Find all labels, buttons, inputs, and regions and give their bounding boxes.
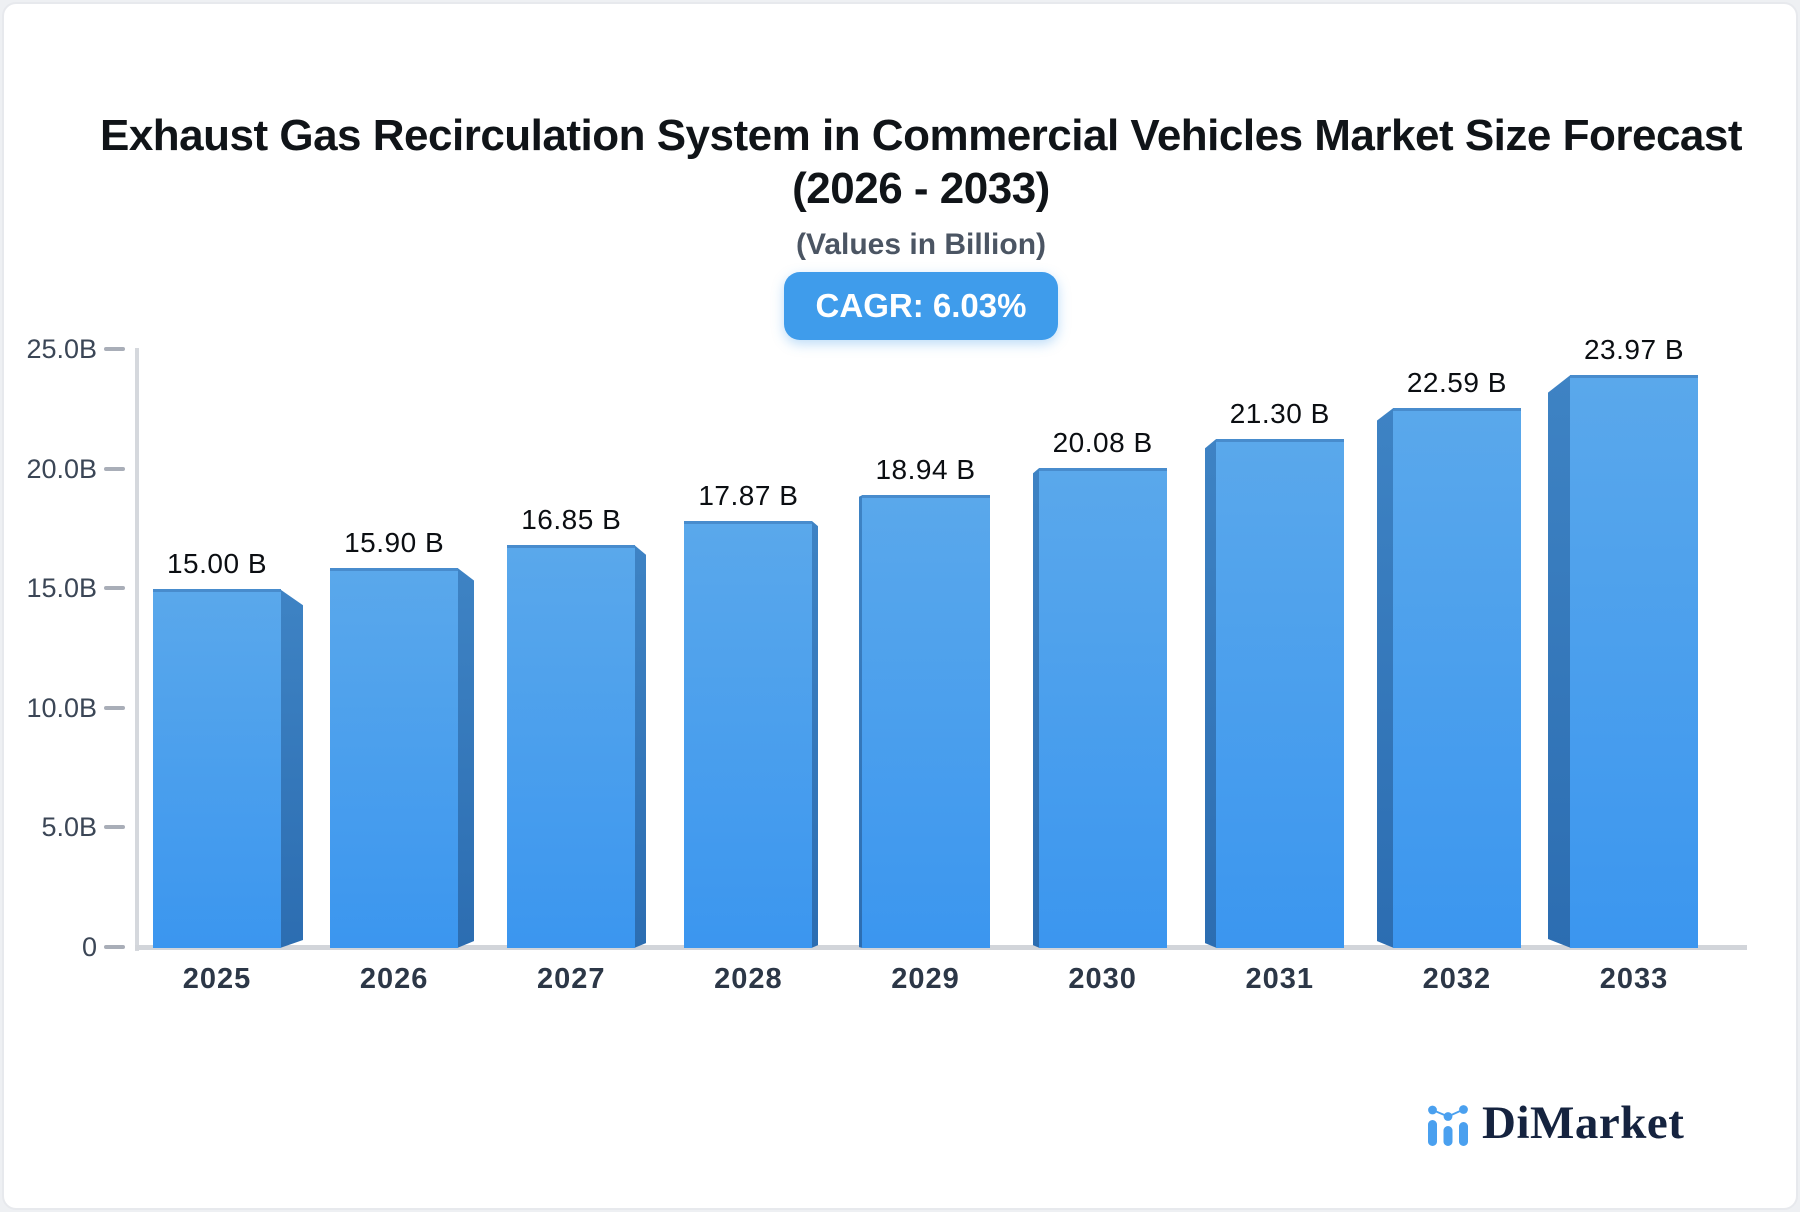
bar[interactable] — [1215, 438, 1344, 948]
chart-header: Exhaust Gas Recirculation System in Comm… — [46, 4, 1796, 340]
bar-side-face — [634, 545, 646, 948]
bar-side-face — [1377, 408, 1394, 948]
y-axis-tick-label: 10.0B — [26, 692, 97, 723]
chart-title-years: (2026 - 2033) — [792, 164, 1050, 213]
bar[interactable] — [507, 544, 636, 948]
y-axis-tick-mark — [104, 347, 125, 351]
bar[interactable] — [1038, 467, 1167, 948]
x-axis-label: 2026 — [359, 963, 429, 995]
bar-side-face — [1205, 439, 1217, 948]
x-axis-label: 2030 — [1068, 963, 1137, 995]
bar-side-face — [1033, 468, 1040, 948]
bar-value-label: 15.00 B — [166, 548, 268, 580]
chart-title: Exhaust Gas Recirculation System in Comm… — [99, 111, 1743, 160]
bar-value-label: 17.87 B — [698, 479, 799, 511]
bar[interactable] — [1392, 407, 1521, 948]
y-axis-tick-mark — [104, 705, 125, 710]
bar[interactable] — [330, 567, 459, 948]
bar-value-label: 16.85 B — [521, 503, 622, 535]
y-axis-tick-label: 15.0B — [26, 573, 97, 604]
bar-side-face — [1548, 375, 1571, 948]
bar[interactable] — [861, 494, 990, 948]
y-axis-tick-mark — [104, 825, 125, 830]
x-axis-label: 2031 — [1245, 963, 1314, 995]
x-axis-label: 2027 — [536, 963, 606, 995]
bar-value-label: 22.59 B — [1406, 366, 1507, 398]
bar-side-face — [457, 568, 474, 948]
mini-bar-chart-icon — [1426, 1101, 1470, 1147]
y-axis-tick-label: 5.0B — [41, 812, 97, 843]
bar[interactable] — [1570, 374, 1698, 948]
brand-name: DiMarket — [1482, 1097, 1685, 1149]
bar-value-label: 23.97 B — [1583, 333, 1685, 365]
bar-side-face — [280, 589, 303, 948]
y-axis-tick-mark — [104, 466, 125, 471]
y-axis-tick-label: 25.0B — [26, 334, 97, 364]
x-axis-label: 2032 — [1422, 963, 1492, 995]
y-axis-tick-label: 0 — [81, 932, 97, 962]
y-axis-line — [135, 348, 139, 951]
bar-value-label: 18.94 B — [875, 453, 976, 485]
x-axis-label: 2033 — [1599, 963, 1669, 995]
bar-value-label: 15.90 B — [344, 526, 445, 558]
bar[interactable] — [153, 589, 281, 948]
x-axis-label: 2025 — [182, 963, 252, 995]
y-axis-tick-mark — [104, 586, 125, 591]
bar-side-face — [859, 495, 863, 948]
x-axis-label: 2028 — [714, 963, 783, 995]
y-axis-tick-mark — [104, 945, 125, 949]
bar-value-label: 20.08 B — [1052, 426, 1153, 458]
bar-value-label: 21.30 B — [1229, 397, 1330, 429]
x-axis-label: 2029 — [891, 963, 960, 995]
bar[interactable] — [684, 520, 813, 948]
chart-subtitle: (Values in Billion) — [795, 228, 1047, 261]
cagr-badge: CAGR: 6.03% — [783, 272, 1059, 340]
brand-logo: DiMarket — [1426, 1100, 1684, 1147]
bar-side-face — [811, 521, 818, 948]
y-axis-tick-label: 20.0B — [26, 453, 97, 484]
